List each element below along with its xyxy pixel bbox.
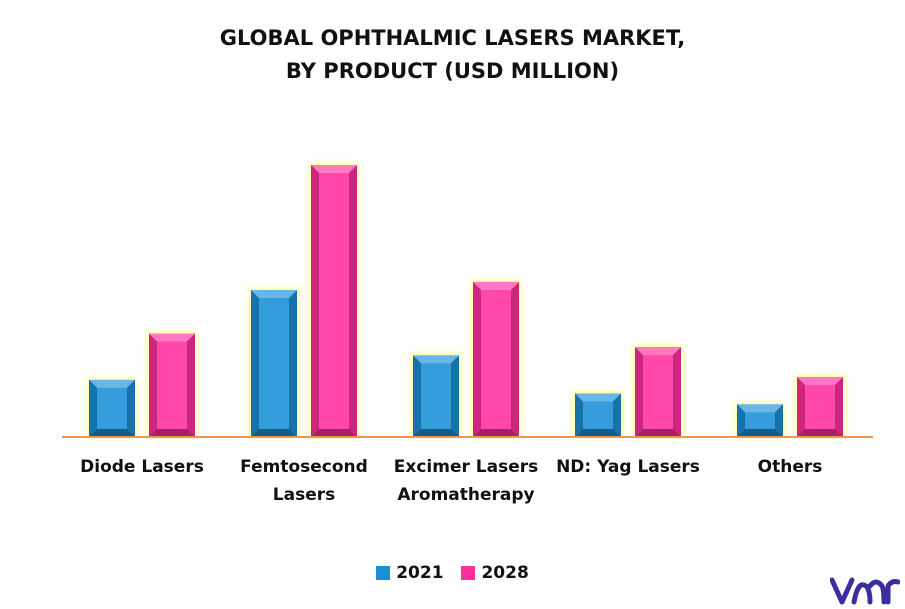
vmr-logo-icon bbox=[830, 577, 900, 605]
category-label-4-0: Others bbox=[758, 457, 823, 477]
chart-title-line-2: BY PRODUCT (USD MILLION) bbox=[285, 59, 620, 83]
bar-bevel-left bbox=[575, 393, 583, 437]
bar-bevel-bottom bbox=[311, 429, 357, 437]
bar-face bbox=[97, 387, 127, 429]
bar-bevel-top bbox=[473, 281, 519, 290]
legend-swatch-2028 bbox=[461, 566, 476, 580]
bar-bevel-bottom bbox=[89, 429, 135, 437]
bar-face bbox=[259, 298, 289, 429]
bar-2021-2 bbox=[411, 353, 461, 437]
bar-bevel-bottom bbox=[575, 429, 621, 437]
bar-face bbox=[643, 355, 673, 429]
bar-face bbox=[421, 363, 451, 429]
legend-label-2021: 2021 bbox=[396, 563, 444, 583]
bar-bevel-right bbox=[613, 393, 621, 437]
bar-2028-3 bbox=[633, 345, 683, 437]
bar-bevel-bottom bbox=[797, 429, 843, 437]
bar-bevel-top bbox=[149, 333, 195, 342]
bar-bevel-right bbox=[673, 347, 681, 437]
bar-2021-0 bbox=[87, 377, 137, 437]
bar-2028-4 bbox=[795, 375, 845, 437]
category-label-3-0: ND: Yag Lasers bbox=[556, 457, 700, 477]
bar-face bbox=[805, 385, 835, 429]
bar-bevel-right bbox=[775, 404, 783, 437]
legend-label-2028: 2028 bbox=[481, 563, 529, 583]
bar-2028-2 bbox=[471, 279, 521, 437]
bar-face bbox=[481, 289, 511, 429]
chart-title: GLOBAL OPHTHALMIC LASERS MARKET, BY PROD… bbox=[0, 22, 905, 88]
bar-bevel-left bbox=[473, 281, 481, 437]
bar-face bbox=[745, 412, 775, 429]
bar-bevel-top bbox=[89, 379, 135, 388]
bar-face bbox=[583, 401, 613, 429]
bar-face bbox=[157, 341, 187, 429]
bar-bevel-top bbox=[635, 347, 681, 356]
bar-bevel-left bbox=[251, 290, 259, 437]
legend-item-2021: 2021 bbox=[376, 563, 444, 583]
category-label-0-0: Diode Lasers bbox=[80, 457, 204, 477]
bar-bevel-left bbox=[149, 333, 157, 437]
bar-bevel-left bbox=[797, 377, 805, 437]
category-label-1-0: Femtosecond bbox=[240, 457, 368, 477]
bar-bevel-bottom bbox=[473, 429, 519, 437]
bar-bevel-left bbox=[413, 355, 421, 437]
bars-layer bbox=[87, 163, 845, 437]
bar-bevel-right bbox=[451, 355, 459, 437]
bar-bevel-right bbox=[511, 281, 519, 437]
bar-bevel-right bbox=[835, 377, 843, 437]
category-labels: Diode Lasers Femtosecond Lasers Excimer Las… bbox=[80, 457, 822, 505]
bar-2028-1 bbox=[309, 163, 359, 437]
category-label-2-1: Aromatherapy bbox=[397, 485, 534, 505]
bar-bevel-bottom bbox=[635, 429, 681, 437]
bar-chart: Diode Lasers Femtosecond Lasers Excimer Las… bbox=[62, 163, 873, 505]
bar-bevel-top bbox=[737, 404, 783, 413]
bar-bevel-top bbox=[311, 165, 357, 173]
bar-bevel-top bbox=[797, 377, 843, 386]
legend: 2021 2028 bbox=[0, 563, 905, 585]
bar-2021-3 bbox=[573, 391, 623, 437]
bar-bevel-top bbox=[575, 393, 621, 402]
chart-title-line-1: GLOBAL OPHTHALMIC LASERS MARKET, bbox=[219, 26, 686, 50]
bar-2021-4 bbox=[735, 402, 785, 437]
category-label-1-1: Lasers bbox=[273, 485, 335, 505]
bar-bevel-right bbox=[349, 165, 357, 437]
bar-bevel-left bbox=[89, 379, 97, 437]
bar-bevel-bottom bbox=[149, 429, 195, 437]
category-label-2-0: Excimer Lasers bbox=[394, 457, 538, 477]
bar-bevel-left bbox=[635, 347, 643, 437]
bar-bevel-right bbox=[187, 333, 195, 437]
bar-bevel-bottom bbox=[251, 429, 297, 437]
legend-swatch-2021 bbox=[376, 566, 391, 580]
bar-bevel-left bbox=[737, 404, 745, 437]
bar-bevel-top bbox=[251, 290, 297, 299]
bar-bevel-right bbox=[127, 379, 135, 437]
bar-bevel-bottom bbox=[413, 429, 459, 437]
bar-face bbox=[319, 173, 349, 429]
bar-bevel-right bbox=[289, 290, 297, 437]
bar-bevel-top bbox=[413, 355, 459, 364]
bar-2028-0 bbox=[147, 331, 197, 437]
bar-2021-1 bbox=[249, 288, 299, 437]
bar-bevel-bottom bbox=[737, 429, 783, 437]
legend-item-2028: 2028 bbox=[461, 563, 529, 583]
bar-bevel-left bbox=[311, 165, 319, 437]
